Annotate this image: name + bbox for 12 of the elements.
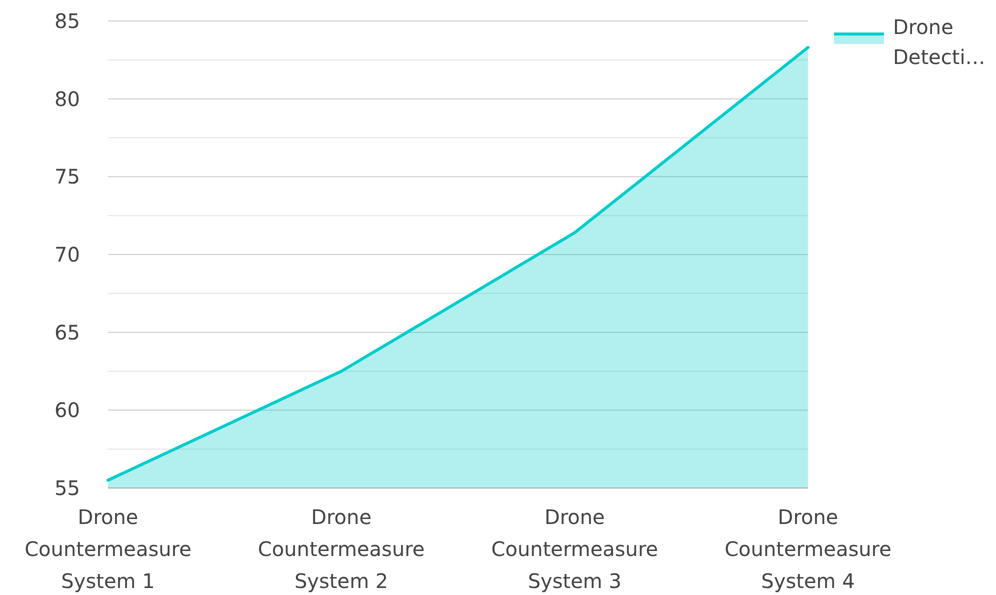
- y-tick-label: 65: [54, 320, 80, 344]
- y-tick-label: 80: [54, 86, 80, 111]
- y-tick-label: 60: [54, 398, 80, 422]
- x-tick-label: Drone Countermeasure System 3: [491, 505, 658, 593]
- x-tick-label: Drone Countermeasure System 4: [724, 505, 892, 593]
- y-tick-label: 70: [54, 242, 80, 266]
- y-tick-label: 55: [54, 476, 80, 500]
- y-tick-label: 85: [54, 9, 80, 33]
- legend-label: Drone Detecti…: [893, 15, 986, 69]
- y-tick-label: 75: [54, 164, 80, 189]
- x-tick-label: Drone Countermeasure System 1: [24, 505, 192, 593]
- x-tick-label: Drone Countermeasure System 2: [258, 505, 425, 593]
